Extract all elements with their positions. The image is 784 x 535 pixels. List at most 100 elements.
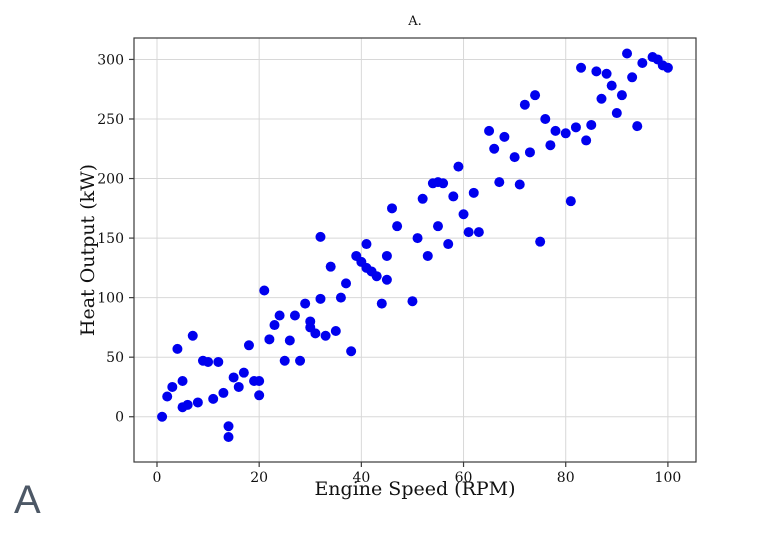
- scatter-point: [192, 397, 203, 408]
- scatter-point: [489, 143, 500, 154]
- y-tick-label: 100: [97, 291, 124, 307]
- scatter-point: [289, 310, 300, 321]
- figure-panel-letter: A: [14, 478, 41, 522]
- scatter-point: [576, 62, 587, 73]
- scatter-point: [407, 296, 418, 307]
- x-tick-label: 20: [250, 470, 268, 486]
- scatter-point: [264, 334, 275, 345]
- scatter-point: [325, 261, 336, 272]
- scatter-point: [540, 113, 551, 124]
- scatter-point: [315, 293, 326, 304]
- scatter-point: [182, 399, 193, 410]
- scatter-point: [223, 431, 234, 442]
- scatter-point: [550, 125, 561, 136]
- scatter-point: [300, 298, 311, 309]
- x-tick-label: 100: [655, 470, 682, 486]
- scatter-point: [203, 356, 214, 367]
- scatter-point: [417, 193, 428, 204]
- scatter-point: [310, 328, 321, 339]
- scatter-point: [387, 203, 398, 214]
- scatter-point: [509, 152, 520, 163]
- scatter-point: [213, 356, 224, 367]
- plot-frame: [133, 37, 697, 463]
- scatter-point: [560, 128, 571, 139]
- scatter-point: [177, 376, 188, 387]
- y-tick-label: 250: [97, 112, 124, 128]
- scatter-point: [458, 209, 469, 220]
- scatter-point: [448, 191, 459, 202]
- scatter-point: [432, 221, 443, 232]
- scatter-point: [254, 376, 265, 387]
- scatter-point: [570, 122, 581, 133]
- scatter-point: [259, 285, 270, 296]
- scatter-point: [586, 119, 597, 130]
- scatter-point: [422, 250, 433, 261]
- scatter-point: [341, 278, 352, 289]
- scatter-point: [167, 381, 178, 392]
- x-tick-label: 0: [153, 470, 162, 486]
- scatter-point: [238, 367, 249, 378]
- x-tick-label: 80: [557, 470, 575, 486]
- scatter-point: [606, 80, 617, 91]
- scatter-point: [274, 310, 285, 321]
- scatter-point: [381, 250, 392, 261]
- scatter-point: [632, 121, 643, 132]
- scatter-point: [463, 227, 474, 238]
- scatter-point: [208, 393, 219, 404]
- scatter-point: [535, 236, 546, 247]
- scatter-point: [545, 140, 556, 151]
- y-tick-label: 150: [97, 231, 124, 247]
- scatter-point: [320, 330, 331, 341]
- scatter-point: [565, 196, 576, 207]
- y-tick-label: 0: [115, 410, 124, 426]
- scatter-point: [371, 271, 382, 282]
- y-tick-label: 200: [97, 172, 124, 188]
- scatter-point: [438, 178, 449, 189]
- scatter-point: [376, 298, 387, 309]
- scatter-point: [305, 316, 316, 327]
- scatter-point: [162, 391, 173, 402]
- scatter-point: [172, 343, 183, 354]
- scatter-point: [279, 355, 290, 366]
- scatter-point: [243, 340, 254, 351]
- scatter-point: [473, 227, 484, 238]
- scatter-point: [519, 99, 530, 110]
- x-tick-label: 40: [352, 470, 370, 486]
- scatter-point: [269, 320, 280, 331]
- scatter-point: [254, 390, 265, 401]
- scatter-point: [468, 187, 479, 198]
- scatter-point: [611, 108, 622, 119]
- scatter-point: [218, 387, 229, 398]
- scatter-point: [295, 355, 306, 366]
- scatter-point: [627, 72, 638, 83]
- chart-title: A.: [408, 14, 422, 29]
- scatter-point: [601, 68, 612, 79]
- scatter-point: [187, 330, 198, 341]
- scatter-point: [524, 147, 535, 158]
- scatter-point: [530, 90, 541, 101]
- scatter-point: [228, 372, 239, 383]
- y-tick-label: 50: [106, 350, 124, 366]
- scatter-point: [514, 179, 525, 190]
- scatter-point: [596, 93, 607, 104]
- scatter-point: [637, 58, 648, 69]
- scatter-point: [284, 335, 295, 346]
- scatter-point: [622, 48, 633, 59]
- scatter-point: [233, 381, 244, 392]
- scatter-point: [315, 231, 326, 242]
- scatter-point: [494, 177, 505, 188]
- scatter-point: [223, 421, 234, 432]
- scatter-point: [662, 62, 673, 73]
- scatter-point: [330, 325, 341, 336]
- scatter-point: [453, 161, 464, 172]
- scatter-point: [381, 274, 392, 285]
- x-axis-label: Engine Speed (RPM): [314, 478, 516, 500]
- scatter-point: [484, 125, 495, 136]
- scatter-point: [591, 66, 602, 77]
- scatter-point: [157, 411, 168, 422]
- scatter-point: [335, 292, 346, 303]
- y-tick-label: 300: [97, 52, 124, 68]
- scatter-point: [443, 239, 454, 250]
